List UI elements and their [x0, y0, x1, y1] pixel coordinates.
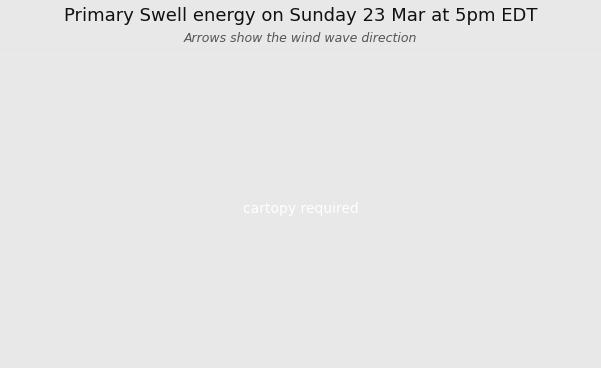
Text: Primary Swell energy on Sunday 23 Mar at 5pm EDT: Primary Swell energy on Sunday 23 Mar at… [64, 7, 537, 25]
Text: Arrows show the wind wave direction: Arrows show the wind wave direction [184, 32, 417, 45]
Text: cartopy required: cartopy required [243, 202, 358, 216]
